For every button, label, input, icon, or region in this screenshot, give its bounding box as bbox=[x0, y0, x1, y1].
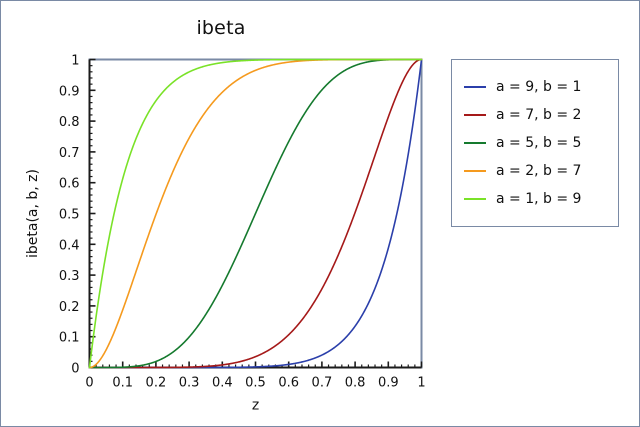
chart-title: ibeta bbox=[196, 17, 246, 39]
x-tick-label: 0.9 bbox=[378, 376, 399, 391]
y-tick-label: 0.7 bbox=[59, 146, 80, 161]
y-tick-label: 0.1 bbox=[59, 331, 80, 346]
y-tick-label: 0.8 bbox=[59, 115, 80, 130]
x-tick-label: 0.8 bbox=[345, 376, 366, 391]
x-tick-label: 0 bbox=[85, 376, 93, 391]
y-tick-label: 0.2 bbox=[59, 300, 80, 315]
y-axis-title: ibeta(a, b, z) bbox=[25, 169, 41, 258]
x-tick-label: 0.1 bbox=[112, 376, 133, 391]
x-tick-label: 1 bbox=[417, 376, 425, 391]
legend-swatch-icon bbox=[464, 114, 486, 116]
legend-swatch-icon bbox=[464, 142, 486, 144]
x-tick-label: 0.4 bbox=[212, 376, 233, 391]
series-line-4 bbox=[88, 58, 423, 369]
series-line-2 bbox=[88, 58, 423, 369]
y-tick-label: 0.5 bbox=[59, 208, 80, 223]
legend-item[interactable]: a = 1, b = 9 bbox=[464, 185, 608, 213]
legend-item[interactable]: a = 9, b = 1 bbox=[464, 73, 608, 101]
series-line-1 bbox=[88, 58, 423, 369]
y-tick-label: 0.4 bbox=[59, 238, 80, 253]
legend-swatch-icon bbox=[464, 198, 486, 200]
legend-swatch-icon bbox=[464, 170, 486, 172]
legend-item[interactable]: a = 7, b = 2 bbox=[464, 101, 608, 129]
x-tick-label: 0.3 bbox=[179, 376, 200, 391]
legend-item-label: a = 7, b = 2 bbox=[496, 107, 582, 123]
x-tick-label: 0.7 bbox=[312, 376, 333, 391]
legend-item[interactable]: a = 2, b = 7 bbox=[464, 157, 608, 185]
y-tick-label: 0.6 bbox=[59, 177, 80, 192]
y-tick-label: 1 bbox=[71, 54, 79, 69]
legend: a = 9, b = 1 a = 7, b = 2 a = 5, b = 5 a = … bbox=[451, 59, 619, 227]
legend-swatch-icon bbox=[464, 86, 486, 88]
y-tick-label: 0.9 bbox=[59, 84, 80, 99]
legend-item-label: a = 5, b = 5 bbox=[496, 135, 582, 151]
legend-item[interactable]: a = 5, b = 5 bbox=[464, 129, 608, 157]
x-tick-label: 0.6 bbox=[278, 376, 299, 391]
x-axis-title: z bbox=[252, 398, 259, 414]
x-tick-label: 0.5 bbox=[245, 376, 266, 391]
legend-item-label: a = 9, b = 1 bbox=[496, 79, 582, 95]
legend-item-label: a = 1, b = 9 bbox=[496, 191, 582, 207]
y-tick-label: 0.3 bbox=[59, 269, 80, 284]
y-tick-label: 0 bbox=[71, 362, 79, 377]
legend-item-label: a = 2, b = 7 bbox=[496, 163, 582, 179]
x-tick-label: 0.2 bbox=[146, 376, 167, 391]
